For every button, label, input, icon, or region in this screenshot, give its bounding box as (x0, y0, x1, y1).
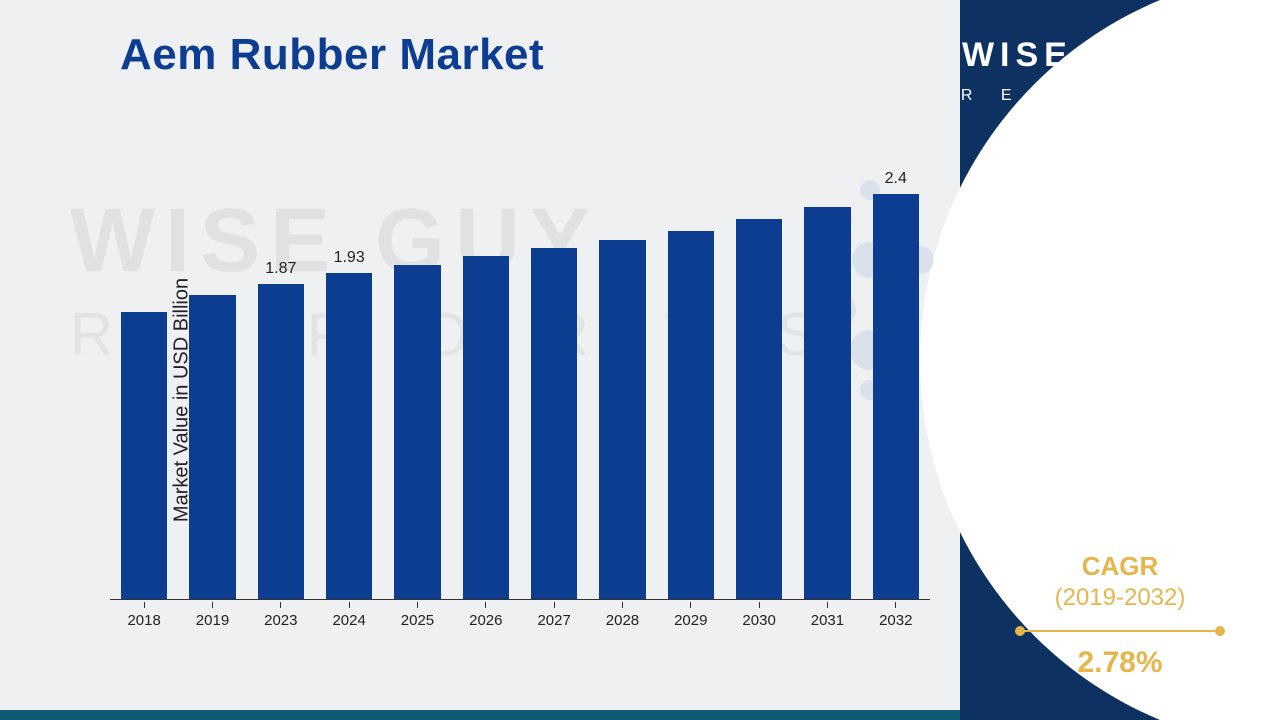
x-tick: 2026 (452, 600, 520, 640)
x-tick: 2027 (520, 600, 588, 640)
bar-col: 1.93 (315, 160, 383, 600)
bar-col (725, 160, 793, 600)
bar-col (178, 160, 246, 600)
x-tick: 2032 (862, 600, 930, 640)
x-tick: 2025 (383, 600, 451, 640)
bar-col (110, 160, 178, 600)
x-tick: 2031 (793, 600, 861, 640)
bar-col (383, 160, 451, 600)
x-tick: 2018 (110, 600, 178, 640)
x-tick-label: 2027 (537, 612, 570, 629)
logo-head-icon (1190, 25, 1250, 85)
bar-value-label: 1.93 (334, 249, 365, 267)
bar (804, 207, 850, 600)
bar-value-label: 2.4 (885, 170, 907, 188)
x-tick-label: 2030 (742, 612, 775, 629)
logo-sub-text: R E P O R T S (961, 87, 1220, 105)
bar: 2.4 (873, 194, 919, 600)
bar-col: 2.4 (862, 160, 930, 600)
x-tick: 2024 (315, 600, 383, 640)
x-tick: 2029 (657, 600, 725, 640)
stage: Aem Rubber Market WISE GUY R E P O R T S… (0, 0, 1280, 720)
cagr-value: 2.78% (1000, 646, 1240, 680)
cagr-divider (1020, 630, 1220, 632)
brand-logo: WISE GUY R E P O R T S (961, 25, 1250, 105)
bar (121, 312, 167, 600)
bar-col (657, 160, 725, 600)
x-tick: 2030 (725, 600, 793, 640)
bar (463, 256, 509, 600)
bar (599, 240, 645, 600)
cagr-label: CAGR (1000, 551, 1240, 582)
bar: 1.87 (258, 284, 304, 600)
x-tick-label: 2026 (469, 612, 502, 629)
x-tick-label: 2032 (879, 612, 912, 629)
cagr-period: (2019-2032) (1000, 584, 1240, 612)
bar (189, 295, 235, 600)
bar (668, 231, 714, 600)
x-tick: 2023 (247, 600, 315, 640)
bar-col: 1.87 (247, 160, 315, 600)
x-tick-label: 2024 (332, 612, 365, 629)
bar-col (452, 160, 520, 600)
bar-plot: 1.87 1.93 2.4 (110, 160, 930, 600)
x-tick-label: 2019 (196, 612, 229, 629)
bar: 1.93 (326, 273, 372, 600)
bar (736, 219, 782, 600)
x-tick-label: 2025 (401, 612, 434, 629)
x-tick: 2019 (178, 600, 246, 640)
x-tick-label: 2018 (127, 612, 160, 629)
x-tick-label: 2028 (606, 612, 639, 629)
bar-col (793, 160, 861, 600)
logo-main-row: WISE GUY (961, 25, 1250, 85)
x-tick-label: 2029 (674, 612, 707, 629)
bar (531, 248, 577, 600)
bar (394, 265, 440, 600)
x-tick-label: 2023 (264, 612, 297, 629)
x-axis-labels: 2018 2019 2023 2024 2025 2026 2027 2028 2029 2030… (110, 600, 930, 640)
x-tick: 2028 (588, 600, 656, 640)
cagr-panel: CAGR (2019-2032) 2.78% (1000, 551, 1240, 680)
bar-value-label: 1.87 (265, 260, 296, 278)
bar-col (588, 160, 656, 600)
bar-col (520, 160, 588, 600)
chart-title: Aem Rubber Market (120, 30, 544, 80)
x-tick-label: 2031 (811, 612, 844, 629)
bottom-accent-bar (0, 710, 960, 720)
chart-area: Market Value in USD Billion 1.871.932.4 … (60, 160, 930, 640)
logo-main-text: WISE GUY (962, 36, 1180, 75)
